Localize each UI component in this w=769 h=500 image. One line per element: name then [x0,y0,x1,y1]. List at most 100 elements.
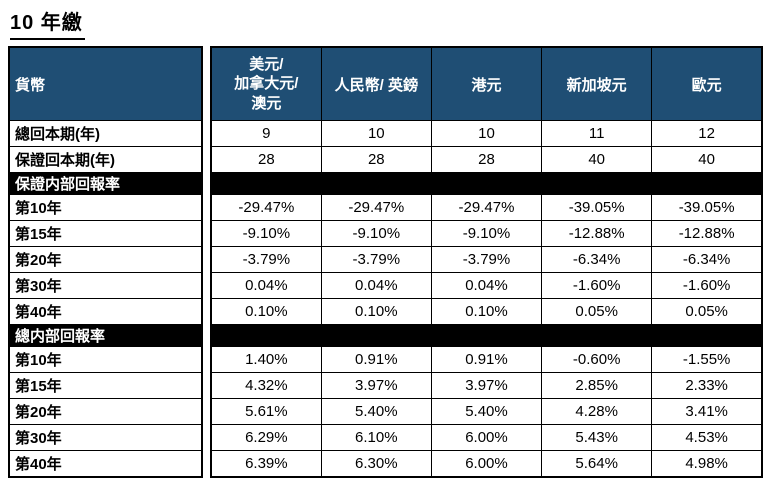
value-cell: 6.29% [210,424,322,451]
table-row: -29.47% -29.47% -29.47% -39.05% -39.05% [210,194,763,221]
value-cell: 0.10% [320,298,432,325]
row-label: 第40年 [8,450,203,478]
value-cell: 40 [541,146,653,173]
value-cell: 6.30% [320,450,432,478]
row-label: 第20年 [8,246,203,273]
value-cell: -3.79% [430,246,543,273]
row-label: 第30年 [8,424,203,451]
value-cell: 0.05% [541,298,653,325]
section-header: 保證内部回報率 [8,172,203,195]
table-row: 第40年 [8,298,203,325]
value-cell: -1.60% [651,272,763,299]
value-cell: 0.10% [430,298,543,325]
header-row: 美元/ 加拿大元/ 澳元 人民幣/ 英鎊 港元 新加坡元 歐元 [210,46,763,121]
column-header: 人民幣/ 英鎊 [320,46,432,121]
value-cell: 0.04% [320,272,432,299]
row-label: 保證回本期(年) [8,146,203,173]
value-cell: -12.88% [651,220,763,247]
table-row: 第20年 [8,398,203,425]
value-cell: 11 [541,120,653,147]
table-row: 第10年 [8,194,203,221]
value-cell: -39.05% [651,194,763,221]
table-row: 第10年 [8,346,203,373]
table-row: 第20年 [8,246,203,273]
value-cell: -9.10% [430,220,543,247]
data-table: 美元/ 加拿大元/ 澳元 人民幣/ 英鎊 港元 新加坡元 歐元 9 10 10 … [210,46,763,478]
value-cell: 5.40% [320,398,432,425]
section-bar [210,172,763,195]
value-cell: -12.88% [541,220,653,247]
section-row [210,324,763,347]
page-title: 10 年繳 [10,6,85,40]
value-cell: 5.64% [541,450,653,478]
row-label: 第30年 [8,272,203,299]
table-row: 6.29% 6.10% 6.00% 5.43% 4.53% [210,424,763,451]
value-cell: 6.39% [210,450,322,478]
table-row: 第40年 [8,450,203,478]
value-cell: -9.10% [320,220,432,247]
value-cell: 10 [320,120,432,147]
value-cell: 6.10% [320,424,432,451]
section-bar [210,324,763,347]
row-label: 第15年 [8,220,203,247]
value-cell: -1.55% [651,346,763,373]
section-row: 保證内部回報率 [8,172,203,195]
value-cell: 28 [430,146,543,173]
value-cell: 0.10% [210,298,322,325]
value-cell: 12 [651,120,763,147]
value-cell: 1.40% [210,346,322,373]
row-label: 第20年 [8,398,203,425]
value-cell: 0.04% [430,272,543,299]
value-cell: 5.43% [541,424,653,451]
table-row: 保證回本期(年) [8,146,203,173]
section-row: 總内部回報率 [8,324,203,347]
table-row: 第30年 [8,424,203,451]
value-cell: 40 [651,146,763,173]
value-cell: -6.34% [541,246,653,273]
table-row: 28 28 28 40 40 [210,146,763,173]
value-cell: -3.79% [210,246,322,273]
irr-comparison-table: 貨幣 總回本期(年) 保證回本期(年) 保證内部回報率 第10年 第15年 第2… [8,46,763,478]
table-row: -9.10% -9.10% -9.10% -12.88% -12.88% [210,220,763,247]
value-cell: 9 [210,120,322,147]
value-cell: 3.97% [430,372,543,399]
table-row: 第30年 [8,272,203,299]
value-cell: -29.47% [320,194,432,221]
table-row: 4.32% 3.97% 3.97% 2.85% 2.33% [210,372,763,399]
table-row: -3.79% -3.79% -3.79% -6.34% -6.34% [210,246,763,273]
label-column-table: 貨幣 總回本期(年) 保證回本期(年) 保證内部回報率 第10年 第15年 第2… [8,46,203,478]
header-row: 貨幣 [8,46,203,121]
value-cell: 0.05% [651,298,763,325]
table-row: 9 10 10 11 12 [210,120,763,147]
column-header-currency: 貨幣 [8,46,203,121]
column-header: 新加坡元 [541,46,653,121]
column-header: 歐元 [651,46,763,121]
value-cell: 4.53% [651,424,763,451]
value-cell: 28 [210,146,322,173]
section-row [210,172,763,195]
value-cell: -3.79% [320,246,432,273]
value-cell: 0.91% [430,346,543,373]
row-label: 第15年 [8,372,203,399]
value-cell: -1.60% [541,272,653,299]
value-cell: 6.00% [430,424,543,451]
value-cell: -6.34% [651,246,763,273]
value-cell: 5.40% [430,398,543,425]
value-cell: 0.91% [320,346,432,373]
table-row: 第15年 [8,220,203,247]
value-cell: -9.10% [210,220,322,247]
value-cell: -39.05% [541,194,653,221]
table-row: 第15年 [8,372,203,399]
table-row: 0.04% 0.04% 0.04% -1.60% -1.60% [210,272,763,299]
value-cell: 4.32% [210,372,322,399]
value-cell: 4.98% [651,450,763,478]
row-label: 第10年 [8,346,203,373]
value-cell: 4.28% [541,398,653,425]
table-row: 0.10% 0.10% 0.10% 0.05% 0.05% [210,298,763,325]
value-cell: 2.33% [651,372,763,399]
table-row: 6.39% 6.30% 6.00% 5.64% 4.98% [210,450,763,478]
column-header: 美元/ 加拿大元/ 澳元 [210,46,322,121]
value-cell: -29.47% [430,194,543,221]
table-row: 5.61% 5.40% 5.40% 4.28% 3.41% [210,398,763,425]
row-label: 總回本期(年) [8,120,203,147]
